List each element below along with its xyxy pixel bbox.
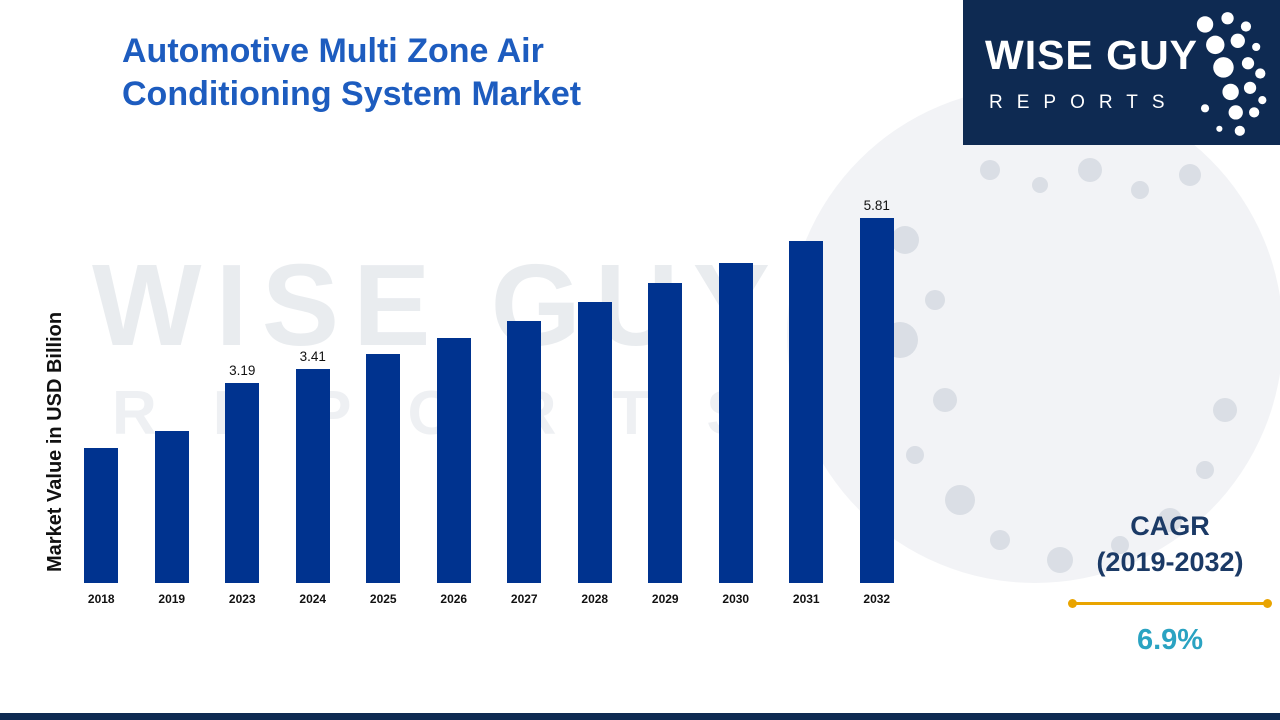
x-tick-2026: 2026 xyxy=(440,592,468,606)
page-title: Automotive Multi Zone Air Conditioning S… xyxy=(122,30,581,116)
bar-column-2018: 2018 xyxy=(66,178,137,606)
x-tick-2031: 2031 xyxy=(792,592,820,606)
logo-name-text: WISE GUY xyxy=(985,32,1199,78)
logo-reports-text: REPORTS xyxy=(989,92,1179,113)
bar-chart: 2018 2019 3.19 2023 3.41 2024 2025 2026 2027 2028… xyxy=(66,178,913,606)
cagr-label: CAGR xyxy=(1130,511,1210,541)
x-tick-2032: 2032 xyxy=(863,592,891,606)
value-label-2032: 5.81 xyxy=(863,198,890,213)
y-axis-label: Market Value in USD Billion xyxy=(44,311,66,572)
x-tick-2018: 2018 xyxy=(87,592,115,606)
bar-column-2028: 2028 xyxy=(560,178,631,606)
cagr-period: (2019-2032) xyxy=(1096,547,1244,578)
x-tick-2024: 2024 xyxy=(299,592,327,606)
bar-column-2025: 2025 xyxy=(348,178,419,606)
bar-2019 xyxy=(154,431,189,583)
bar-column-2024: 3.41 2024 xyxy=(278,178,349,606)
page-title-line1: Automotive Multi Zone Air xyxy=(122,32,544,70)
bar-2031 xyxy=(789,241,824,583)
bar-column-2023: 3.19 2023 xyxy=(207,178,278,606)
bar-column-2030: 2030 xyxy=(701,178,772,606)
x-tick-2028: 2028 xyxy=(581,592,609,606)
bar-2023 xyxy=(225,383,260,583)
x-tick-2029: 2029 xyxy=(651,592,679,606)
cagr-block: CAGR (2019-2032) 6.9% xyxy=(1064,508,1276,657)
watermark-reports-text: REPORTS xyxy=(112,378,804,449)
cagr-value: 6.9% xyxy=(1136,623,1204,656)
value-label-2024: 3.41 xyxy=(299,349,326,364)
x-tick-2025: 2025 xyxy=(369,592,397,606)
bar-2029 xyxy=(648,283,683,583)
bar-2025 xyxy=(366,354,401,583)
bar-2030 xyxy=(718,263,753,583)
x-tick-2030: 2030 xyxy=(722,592,750,606)
gold-divider-line xyxy=(1068,598,1272,608)
x-tick-2023: 2023 xyxy=(228,592,256,606)
bar-column-2027: 2027 xyxy=(489,178,560,606)
bar-2027 xyxy=(507,321,542,583)
wise-guy-reports-logo: WISE GUY REPORTS xyxy=(963,0,1280,145)
bottom-navy-strip xyxy=(0,713,1280,720)
bar-2032 xyxy=(859,218,894,583)
bar-2026 xyxy=(436,338,471,583)
divider-dot-right xyxy=(1263,598,1272,608)
bar-column-2029: 2029 xyxy=(630,178,701,606)
page-title-line2: Conditioning System Market xyxy=(122,74,582,113)
face-profile-icon xyxy=(1196,12,1267,136)
bar-column-2031: 2031 xyxy=(771,178,842,606)
bar-2028 xyxy=(577,302,612,583)
x-tick-2019: 2019 xyxy=(158,592,186,606)
value-label-2023: 3.19 xyxy=(229,363,256,378)
bar-column-2019: 2019 xyxy=(137,178,208,606)
x-tick-2027: 2027 xyxy=(510,592,538,606)
bar-2024 xyxy=(295,369,330,583)
bar-column-2026: 2026 xyxy=(419,178,490,606)
divider-line xyxy=(1072,601,1268,605)
bar-2018 xyxy=(84,448,119,583)
bar-column-2032: 5.81 2032 xyxy=(842,178,913,606)
